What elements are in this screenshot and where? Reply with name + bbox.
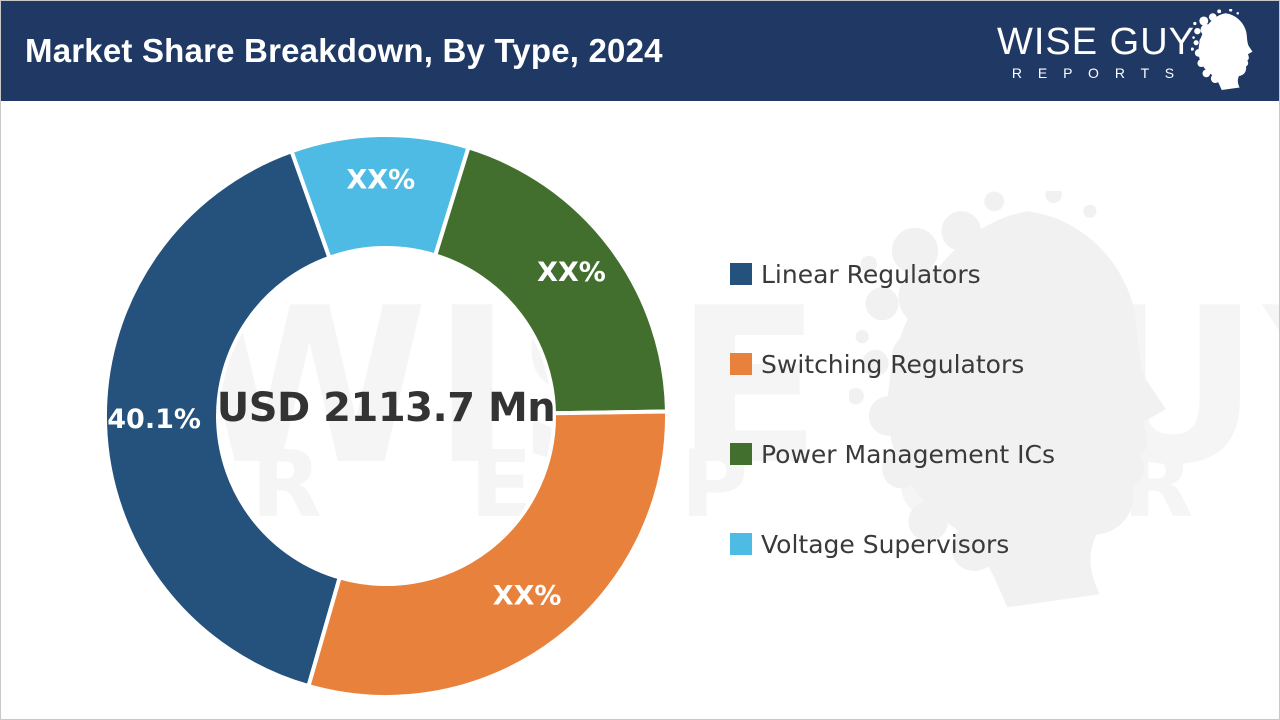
legend-item: Power Management ICs (730, 439, 1056, 469)
donut-segment (102, 149, 342, 689)
legend-item: Linear Regulators (730, 259, 981, 289)
legend-item: Voltage Supervisors (730, 529, 1010, 559)
legend-item: Switching Regulators (730, 349, 1025, 379)
legend-swatch-icon (730, 533, 752, 555)
legend-label: Switching Regulators (761, 349, 1025, 379)
chart-legend: Linear Regulators Switching Regulators P… (730, 101, 1150, 719)
donut-segment (306, 409, 670, 699)
segment-label: XX% (537, 257, 606, 288)
legend-swatch-icon (730, 443, 752, 465)
segment-label: XX% (493, 581, 562, 612)
legend-label: Linear Regulators (761, 259, 981, 289)
legend-swatch-icon (730, 353, 752, 375)
legend-label: Power Management ICs (761, 439, 1056, 469)
segment-label: 40.1% (107, 404, 201, 435)
center-value: USD 2113.7 Mn (216, 385, 556, 431)
brand-wordmark: WISE GUY R E P O R T S (997, 23, 1195, 80)
dotted-head-profile-icon (1191, 9, 1253, 91)
legend-label: Voltage Supervisors (761, 529, 1010, 559)
chart-area: WISE GUY R E P O R T S 40.1%XX%XX%XX% US… (1, 101, 1279, 719)
brand-name: WISE GUY (996, 20, 1195, 63)
donut-segment (433, 145, 669, 416)
watermark-face-icon (849, 191, 1166, 608)
brand-logo: WISE GUY R E P O R T S (997, 9, 1255, 93)
brand-subtitle: R E P O R T S (1011, 64, 1181, 81)
donut-chart: 40.1% XX% XX% XX% (102, 132, 670, 699)
header-bar: Market Share Breakdown, By Type, 2024 WI… (1, 1, 1279, 101)
segment-label: XX% (346, 165, 415, 196)
legend-swatch-icon (730, 263, 752, 285)
page-title: Market Share Breakdown, By Type, 2024 (25, 32, 663, 69)
